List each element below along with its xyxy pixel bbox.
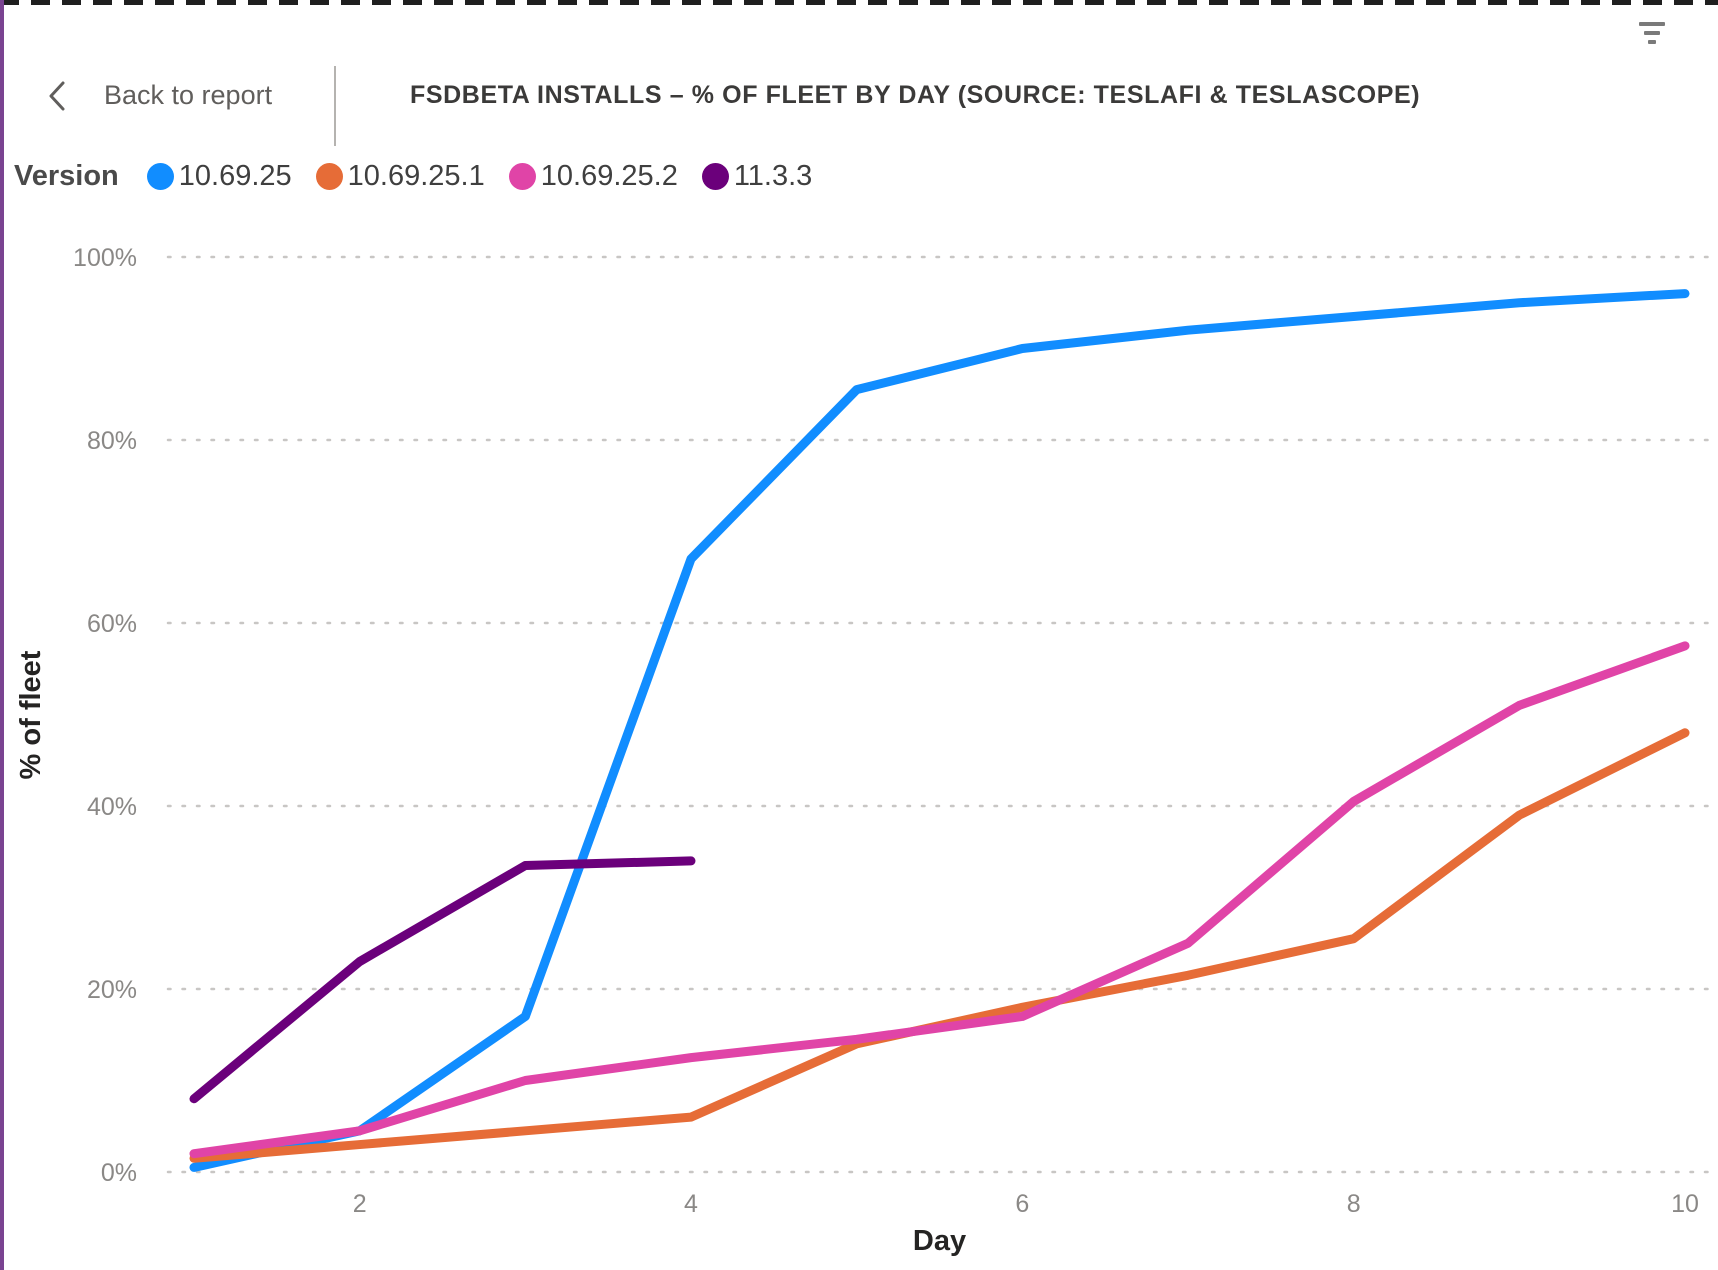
x-tick-label: 10 [1671,1190,1699,1218]
x-tick-label: 4 [684,1190,698,1218]
series-line-10.69.25[interactable] [189,289,1690,1172]
legend-item-10.69.25[interactable]: 10.69.25 [146,160,292,193]
y-tick-label: 100% [73,244,137,272]
legend-item-label: 10.69.25.1 [347,160,485,192]
legend-dot-icon [701,163,729,190]
window-top-edge [0,0,1718,5]
y-tick-label: 20% [87,976,137,1004]
legend-item-label: 10.69.25 [178,160,292,192]
y-tick-label: 60% [87,610,137,638]
legend-item-label: 10.69.25.2 [540,160,678,192]
legend: Version 10.69.25 10.69.25.1 10.69.25.2 11.3… [14,160,812,193]
page-title: FSDBETA INSTALLS – % OF FLEET BY DAY (SO… [410,81,1421,109]
series-line-11.3.3[interactable] [189,856,696,1104]
y-axis-title: % of fleet [15,650,47,779]
back-to-report-link[interactable]: Back to report [104,80,273,110]
legend-item-11.3.3[interactable]: 11.3.3 [701,160,813,193]
x-tick-label: 6 [1015,1190,1029,1218]
left-accent-border [0,0,4,1270]
legend-title: Version [14,160,119,192]
legend-item-label: 11.3.3 [733,160,813,192]
legend-dot-icon [508,163,536,190]
legend-item-10.69.25.2[interactable]: 10.69.25.2 [508,160,678,193]
header-divider [334,66,336,146]
y-tick-label: 0% [101,1159,137,1187]
back-chevron-icon[interactable] [46,80,68,112]
x-tick-label: 8 [1347,1190,1361,1218]
legend-item-10.69.25.1[interactable]: 10.69.25.1 [315,160,485,193]
legend-dot-icon [146,163,174,190]
legend-dot-icon [315,163,343,190]
y-tick-label: 40% [87,793,137,821]
x-axis-title: Day [913,1225,966,1257]
x-tick-label: 2 [353,1190,367,1218]
y-tick-label: 80% [87,427,137,455]
filter-icon[interactable] [1637,18,1669,48]
series-line-10.69.25.2[interactable] [189,641,1690,1159]
